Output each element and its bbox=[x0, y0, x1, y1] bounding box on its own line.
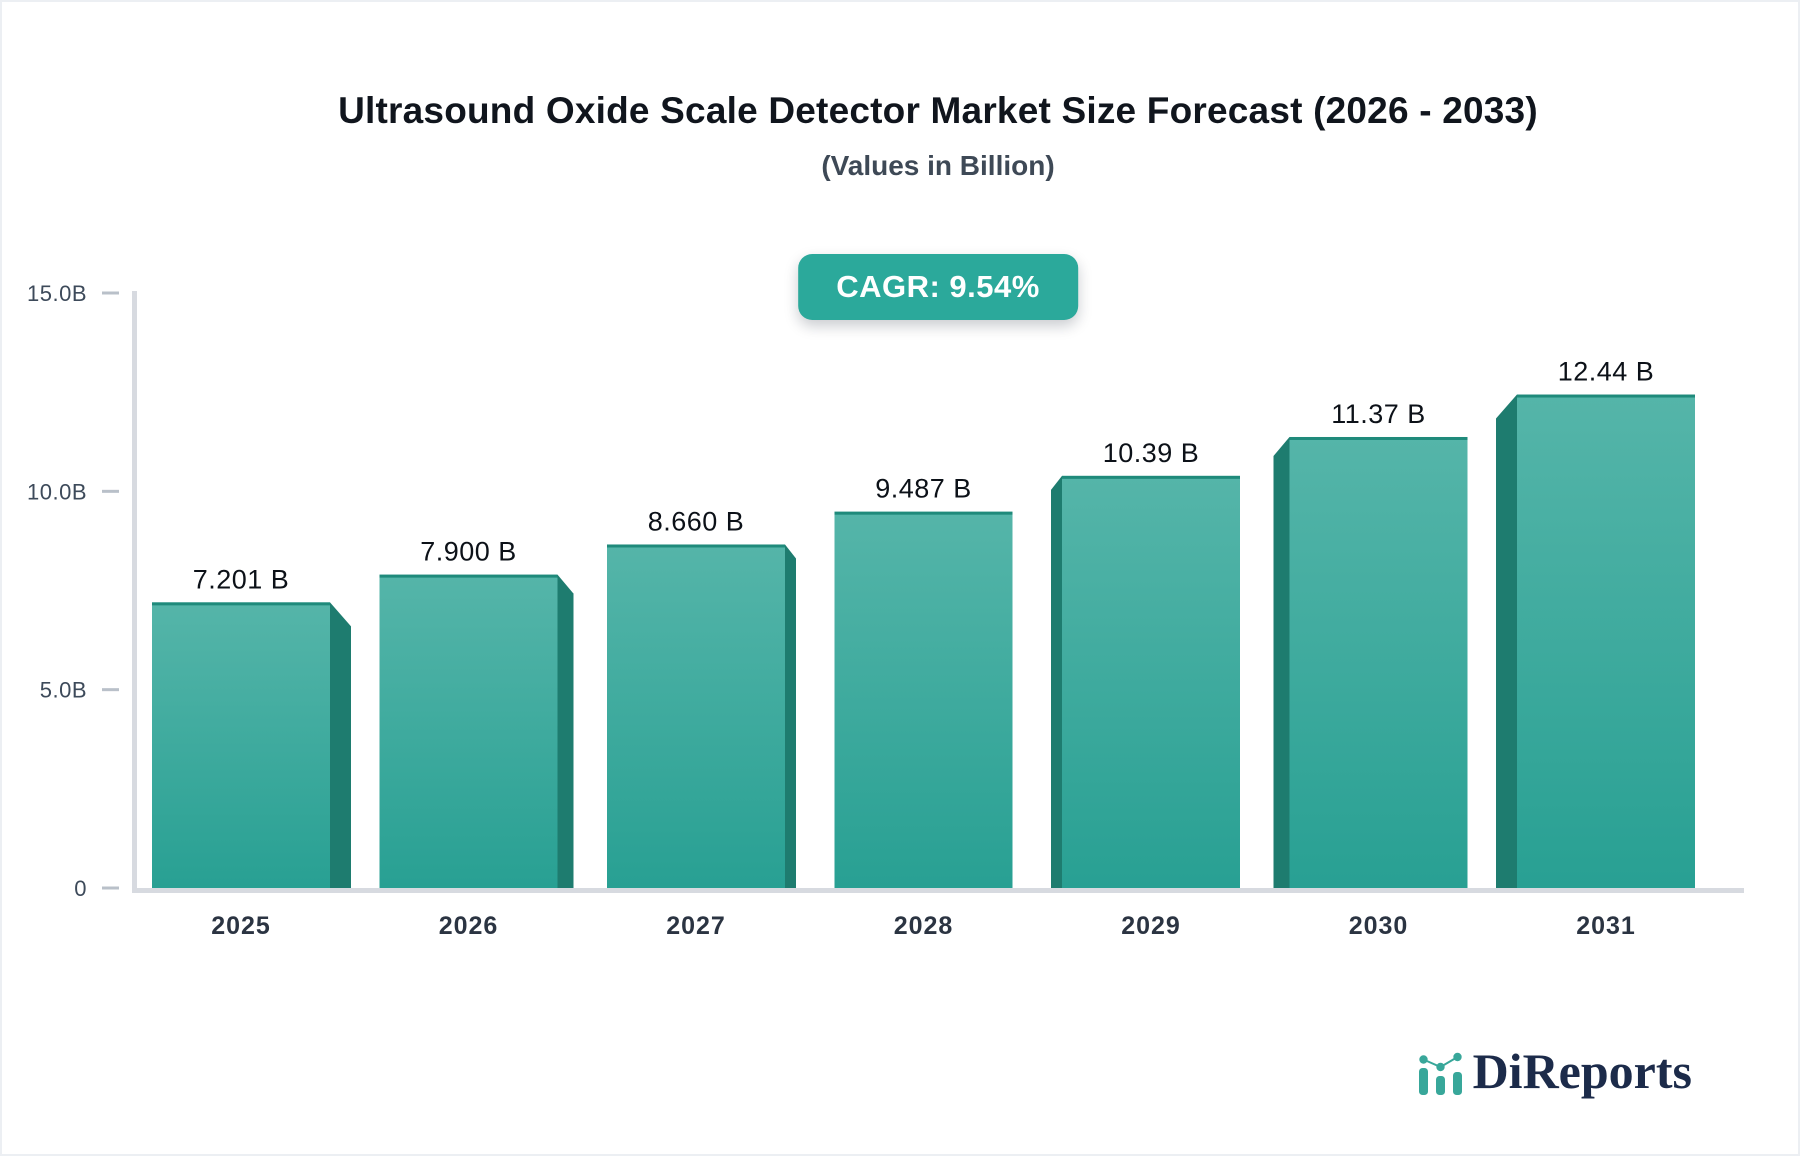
x-axis-line bbox=[132, 888, 1744, 893]
x-axis-label: 2029 bbox=[1121, 912, 1181, 940]
y-axis-tick bbox=[102, 688, 119, 692]
bar-value-label: 8.660 B bbox=[648, 506, 745, 536]
x-axis-label: 2026 bbox=[439, 912, 499, 940]
chart-subtitle: (Values in Billion) bbox=[821, 150, 1055, 181]
bar-side bbox=[1051, 475, 1062, 888]
bar-top-edge bbox=[1062, 475, 1240, 479]
y-axis-label: 0 bbox=[74, 876, 87, 901]
bar-value-label: 9.487 B bbox=[875, 474, 972, 504]
y-axis-tick bbox=[102, 291, 119, 295]
bar bbox=[1289, 436, 1468, 888]
bar-side bbox=[557, 574, 574, 888]
bar-value-label: 7.201 B bbox=[193, 564, 290, 594]
bar-top-edge bbox=[152, 602, 330, 606]
bar-side bbox=[1496, 394, 1517, 888]
y-axis-tick bbox=[102, 489, 119, 493]
brand-logo-text: DiReports bbox=[1472, 1043, 1692, 1099]
bar bbox=[379, 574, 558, 888]
cagr-badge: CAGR: 9.54% bbox=[798, 254, 1078, 320]
x-axis-label: 2031 bbox=[1576, 912, 1636, 940]
y-axis-label: 15.0B bbox=[27, 281, 87, 306]
y-axis-line bbox=[132, 291, 137, 893]
bar bbox=[1062, 475, 1240, 888]
bar-value-label: 7.900 B bbox=[420, 537, 517, 567]
y-axis-label: 10.0B bbox=[27, 479, 87, 504]
bar-value-label: 10.39 B bbox=[1103, 438, 1200, 468]
bar-side bbox=[1273, 436, 1290, 888]
bar bbox=[607, 544, 785, 888]
bar bbox=[834, 511, 1013, 888]
bar-top-edge bbox=[1517, 394, 1695, 398]
bar-side bbox=[785, 544, 796, 888]
bar bbox=[152, 602, 330, 888]
x-axis-label: 2030 bbox=[1349, 912, 1409, 940]
brand-logo: DiReports bbox=[1417, 1046, 1692, 1096]
bar-side bbox=[330, 602, 351, 888]
y-axis-label: 5.0B bbox=[40, 678, 87, 703]
x-axis-label: 2025 bbox=[211, 912, 271, 940]
bar-top-edge bbox=[607, 544, 785, 548]
bar-top-edge bbox=[1289, 436, 1468, 440]
x-axis-label: 2027 bbox=[666, 912, 726, 940]
bar-value-label: 12.44 B bbox=[1558, 357, 1655, 387]
bar-value-label: 11.37 B bbox=[1331, 399, 1426, 429]
chart-header: Ultrasound Oxide Scale Detector Market S… bbox=[132, 2, 1744, 342]
y-axis-tick bbox=[102, 886, 119, 890]
x-axis-label: 2028 bbox=[894, 912, 954, 940]
bar-chart-trend-icon bbox=[1418, 1052, 1462, 1095]
bar-top-edge bbox=[379, 574, 558, 578]
bar bbox=[1517, 394, 1695, 888]
chart-title: Ultrasound Oxide Scale Detector Market S… bbox=[338, 90, 1538, 131]
bar-top-edge bbox=[834, 511, 1013, 515]
